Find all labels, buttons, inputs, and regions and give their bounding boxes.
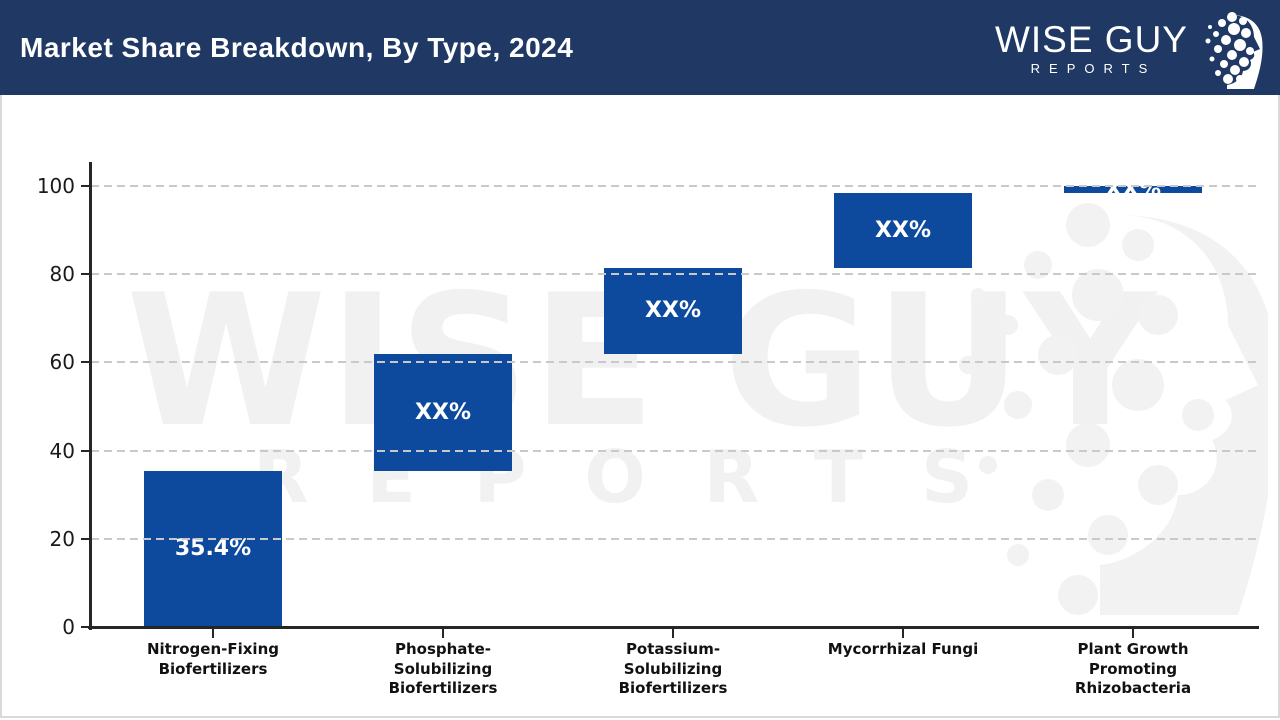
- x-axis-line: [88, 626, 1259, 629]
- gridline: [91, 185, 1259, 187]
- y-axis-tick-label: 0: [62, 615, 75, 639]
- x-axis-category-line: Solubilizing: [623, 659, 723, 678]
- bar-value-label: XX%: [875, 217, 931, 243]
- x-axis-category-line: Biofertilizers: [618, 679, 728, 697]
- y-axis-tick-label: 60: [49, 350, 75, 375]
- x-axis-tick: [902, 629, 904, 638]
- bar-segment: XX%: [374, 353, 512, 471]
- x-axis-category-line: Potassium-: [625, 640, 721, 658]
- brand-name: WISE GUY: [994, 18, 1188, 60]
- y-axis-tick-label: 80: [49, 262, 75, 287]
- chart-area: WISE GUY REPORTS 35.4%XX%XX%XX%X: [0, 95, 1280, 718]
- brand-logo: WISE GUY REPORTS: [995, 7, 1266, 89]
- x-axis-tick: [1132, 629, 1134, 638]
- y-axis-tick: [81, 537, 90, 540]
- y-axis-line: [89, 162, 92, 630]
- x-axis-tick: [442, 629, 444, 638]
- y-axis-tick: [81, 449, 90, 452]
- bar-value-label: 35.4%: [174, 536, 252, 562]
- x-axis-category-line: Solubilizing: [393, 659, 493, 678]
- x-axis-category-line: Rhizobacteria: [1074, 679, 1192, 697]
- bar-value-label: XX%: [415, 399, 471, 425]
- y-axis-tick-label: 20: [49, 526, 75, 551]
- bar-value-label: XX%: [1105, 186, 1161, 193]
- x-axis-category-label: Plant Growth Promoting Rhizobacteria: [1018, 640, 1248, 699]
- header-bar: Market Share Breakdown, By Type, 2024 WI…: [0, 0, 1280, 95]
- y-axis-tick: [81, 626, 90, 628]
- bar-segment: XX%: [604, 267, 742, 354]
- brand-face-icon: [1205, 11, 1263, 89]
- y-axis-tick: [81, 361, 90, 364]
- x-axis-category-line: Biofertilizers: [388, 679, 498, 697]
- gridline: [91, 273, 1259, 276]
- page-title: Market Share Breakdown, By Type, 2024: [20, 31, 574, 63]
- y-axis-tick-label: 40: [49, 438, 75, 463]
- bar-segment: XX%: [834, 192, 972, 268]
- y-axis-tick: [81, 185, 90, 187]
- bar-segment: XX%: [1064, 186, 1202, 193]
- x-axis-tick: [672, 629, 674, 638]
- y-axis-tick-label: 100: [36, 174, 75, 198]
- gridline: [91, 449, 1259, 452]
- gridline: [91, 537, 1259, 540]
- x-axis-tick: [212, 629, 214, 638]
- x-axis-category-line: Biofertilizers: [158, 659, 268, 678]
- x-axis-category-line: Phosphate-: [394, 640, 491, 658]
- x-axis-category-line: Mycorrhizal Fungi: [827, 640, 979, 658]
- x-axis-category-line: Nitrogen-Fixing: [146, 640, 279, 658]
- x-axis-category-label: Potassium- Solubilizing Biofertilizers: [558, 640, 788, 699]
- y-axis-tick: [81, 273, 90, 276]
- x-axis-category-label: Phosphate- Solubilizing Biofertilizers: [328, 640, 558, 699]
- x-axis-category-line: Promoting: [1088, 659, 1178, 678]
- gridline: [91, 361, 1259, 364]
- bar-segment: 35.4%: [144, 470, 282, 627]
- x-axis-category-line: Plant Growth: [1077, 640, 1189, 658]
- x-axis-category-label: Nitrogen-Fixing Biofertilizers: [98, 640, 328, 679]
- brand-subtitle: REPORTS: [1030, 60, 1157, 76]
- x-axis-category-label: Mycorrhizal Fungi: [788, 640, 1018, 660]
- bar-value-label: XX%: [645, 298, 701, 324]
